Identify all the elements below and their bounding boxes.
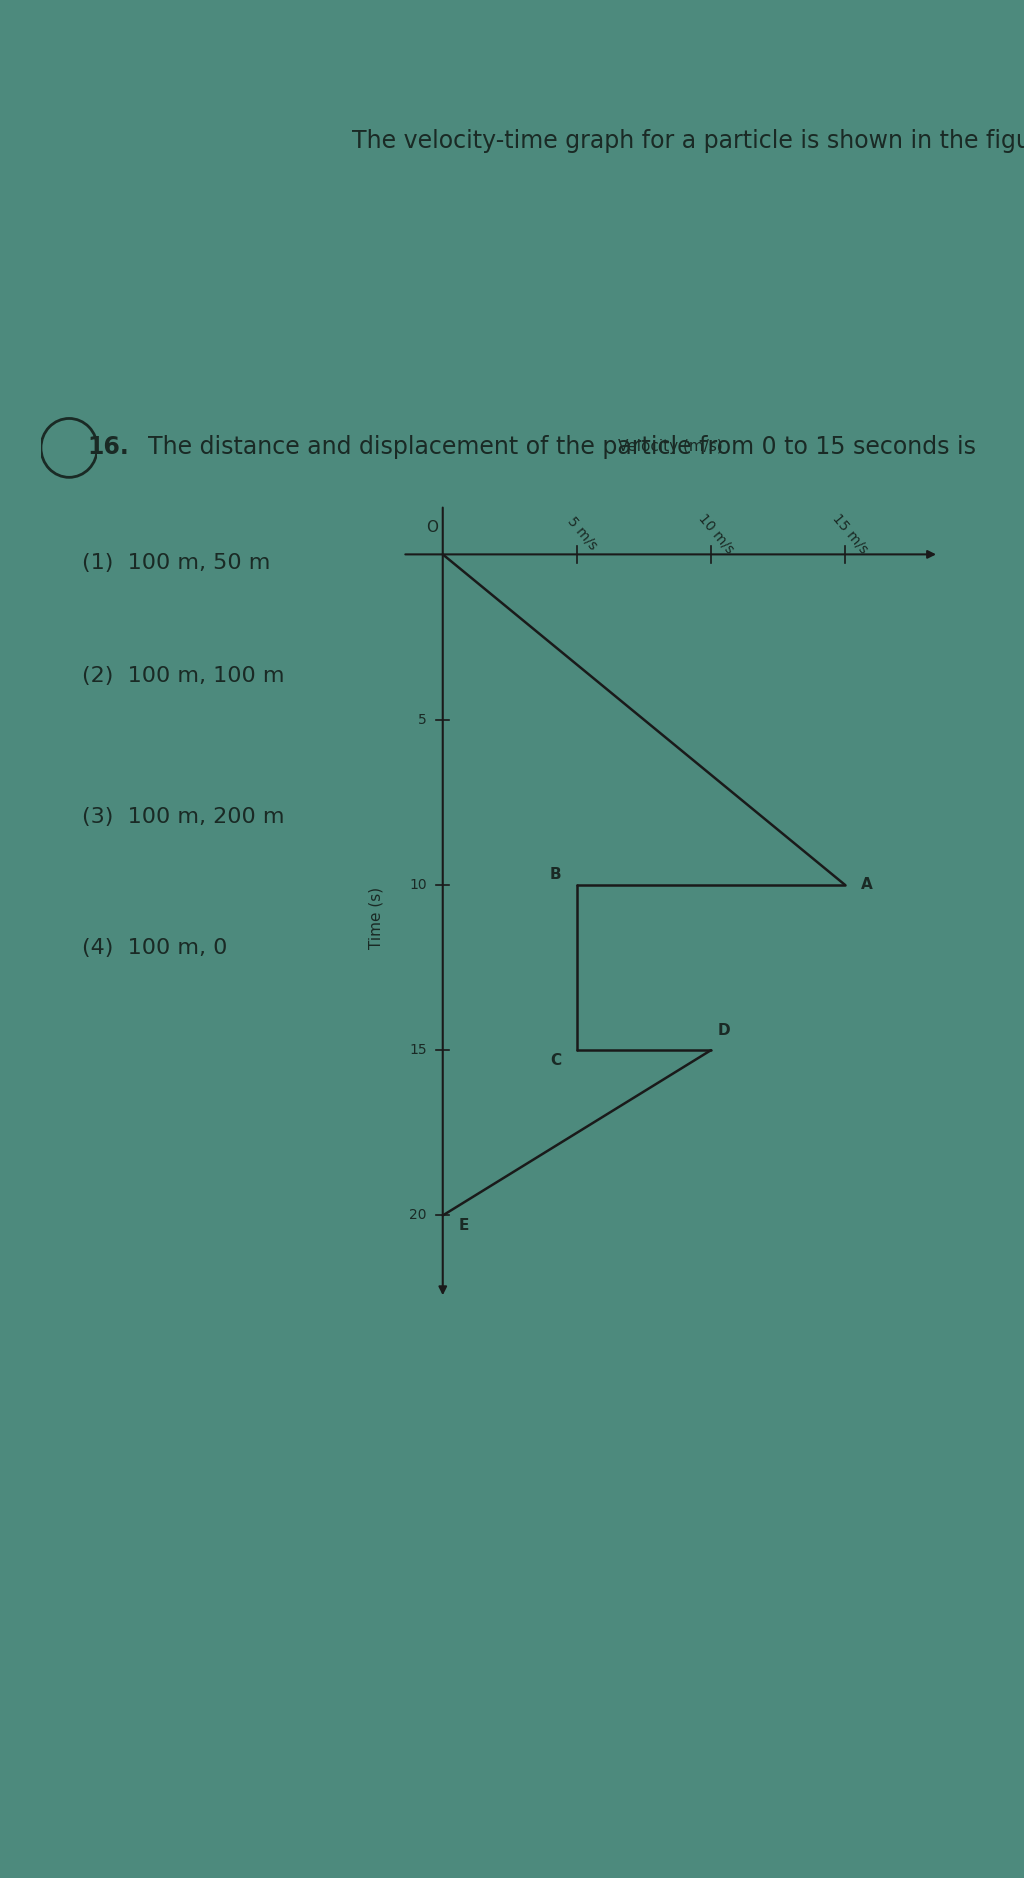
Text: (2)  100 m, 100 m: (2) 100 m, 100 m (82, 667, 285, 685)
Text: A: A (860, 877, 872, 892)
Text: 15: 15 (409, 1042, 427, 1057)
Text: C: C (550, 1052, 561, 1067)
Text: 10 m/s: 10 m/s (695, 511, 737, 556)
Text: 20: 20 (410, 1208, 427, 1223)
Text: (1)  100 m, 50 m: (1) 100 m, 50 m (82, 554, 270, 573)
Text: Time (s): Time (s) (369, 886, 383, 948)
Text: The distance and displacement of the particle from 0 to 15 seconds is: The distance and displacement of the par… (148, 436, 977, 458)
Text: 5: 5 (418, 712, 427, 727)
Text: (4)  100 m, 0: (4) 100 m, 0 (82, 939, 227, 958)
Text: 15 m/s: 15 m/s (829, 511, 871, 556)
Text: Velocity (m/s): Velocity (m/s) (618, 439, 723, 454)
Text: O: O (426, 520, 438, 535)
Text: The velocity-time graph for a particle is shown in the figure, then: The velocity-time graph for a particle i… (351, 130, 1024, 152)
Text: D: D (718, 1024, 731, 1039)
Text: 5 m/s: 5 m/s (564, 515, 600, 552)
Text: B: B (550, 868, 561, 883)
Text: 16.: 16. (87, 436, 129, 458)
Text: E: E (459, 1217, 469, 1232)
Text: (3)  100 m, 200 m: (3) 100 m, 200 m (82, 808, 285, 826)
Text: 10: 10 (409, 877, 427, 892)
